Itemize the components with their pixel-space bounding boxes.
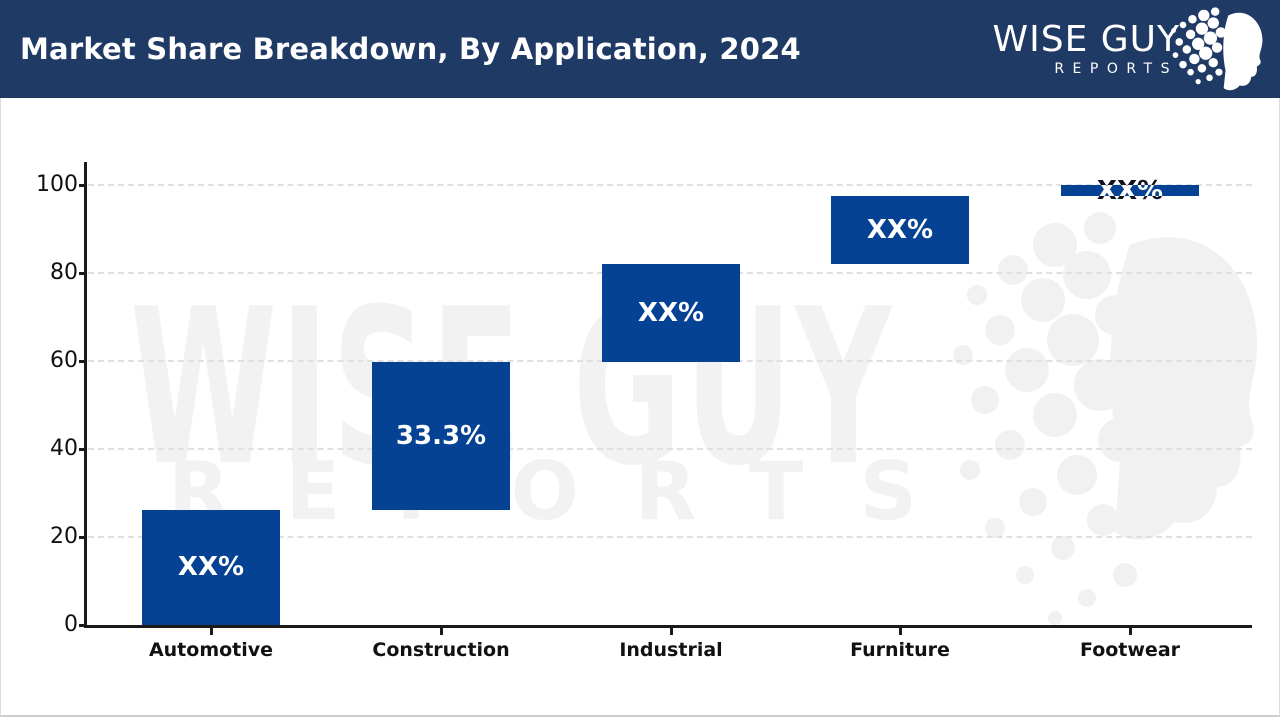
x-tick-mark <box>210 628 213 635</box>
y-tick-label: 80 <box>50 260 78 285</box>
y-tick-mark <box>79 360 86 363</box>
y-tick-label: 0 <box>64 612 78 637</box>
y-axis-line <box>84 162 87 628</box>
bar-value-label: XX% <box>866 215 934 246</box>
bar-furniture: XX% <box>831 196 969 265</box>
watermark-subtitle: REPORTS <box>168 445 974 538</box>
x-axis-label-construction: Construction <box>372 639 510 661</box>
bar-value-label: XX% <box>1061 185 1199 196</box>
y-tick-label: 100 <box>36 172 78 197</box>
gridline <box>88 448 1252 450</box>
bar-industrial: XX% <box>602 264 740 362</box>
watermark-head-icon <box>953 212 1258 625</box>
y-tick-label: 20 <box>50 524 78 549</box>
header-bar: Market Share Breakdown, By Application, … <box>0 0 1280 98</box>
x-axis-label-automotive: Automotive <box>148 639 274 661</box>
bar-construction: 33.3% <box>372 361 510 510</box>
x-axis-label-furniture: Furniture <box>850 639 950 661</box>
x-tick-mark <box>440 628 443 635</box>
x-axis-label-industrial: Industrial <box>619 639 723 661</box>
gridline <box>88 184 1252 186</box>
y-tick-mark <box>79 272 86 275</box>
wise-guy-logo: WISE GUY REPORTS <box>993 3 1271 95</box>
logo-wordmark: WISE GUY <box>992 18 1180 60</box>
y-tick-mark <box>79 536 86 539</box>
bottom-border <box>0 715 1280 717</box>
bar-value-label: 33.3% <box>395 420 487 451</box>
left-border <box>0 98 1 716</box>
bar-footwear: XX% <box>1061 185 1199 196</box>
x-tick-mark <box>899 628 902 635</box>
x-tick-mark <box>1129 628 1132 635</box>
y-tick-label: 60 <box>50 348 78 373</box>
x-tick-mark <box>670 628 673 635</box>
logo-head-icon <box>1171 7 1263 91</box>
bar-value-label: XX% <box>177 552 245 583</box>
y-tick-label: 40 <box>50 436 78 461</box>
y-tick-mark <box>79 184 86 187</box>
bar-value-label: XX% <box>637 298 705 329</box>
x-axis-line <box>84 625 1252 628</box>
logo-text: WISE GUY REPORTS <box>992 18 1181 77</box>
x-axis-label-footwear: Footwear <box>1079 639 1181 661</box>
bar-automotive: XX% <box>142 509 280 625</box>
page-title: Market Share Breakdown, By Application, … <box>20 32 801 66</box>
y-tick-mark <box>79 448 86 451</box>
logo-subtitle: REPORTS <box>1054 60 1178 77</box>
y-tick-mark <box>79 624 86 627</box>
gridline <box>88 536 1252 538</box>
watermark-wordmark: WISE GUY <box>130 262 895 513</box>
